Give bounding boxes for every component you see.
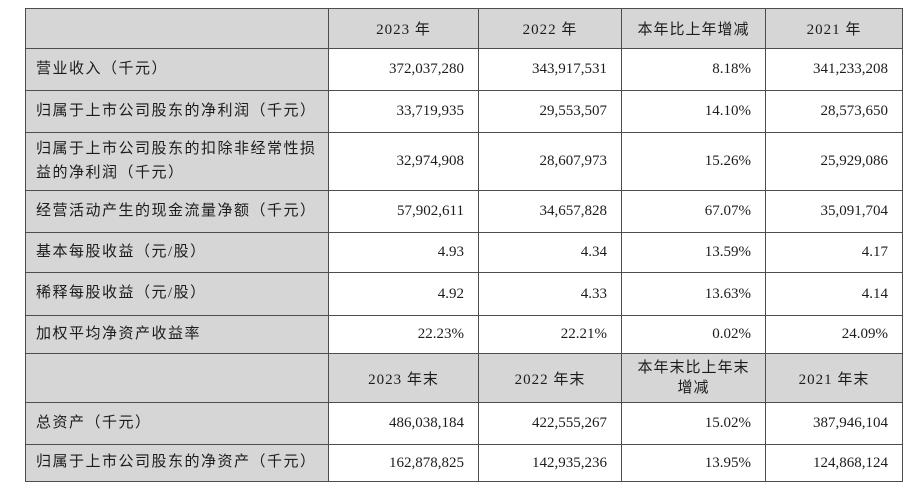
cell-value: 13.59% [621,232,766,273]
cell-value: 486,038,184 [328,402,479,445]
header-2022: 2022 年 [478,8,622,49]
header-empty-cell [25,353,329,403]
cell-value: 4.34 [478,232,622,273]
cell-value: 15.26% [621,132,766,191]
header-yoy-change: 本年比上年增减 [621,8,766,49]
cell-value: 15.02% [621,402,766,445]
table-row-net-profit-excl-nonrecurring: 归属于上市公司股东的扣除非经常性损益的净利润（千元） 32,974,908 28… [25,132,903,191]
cell-value: 35,091,704 [765,190,903,233]
header-2021-year-end: 2021 年末 [765,353,903,403]
row-label: 营业收入（千元） [25,48,329,91]
table-row-weighted-avg-roe: 加权平均净资产收益率 22.23% 22.21% 0.02% 24.09% [25,315,903,354]
cell-value: 24.09% [765,315,903,354]
cropped-text-remnant: ·· ˙· [98,0,134,4]
cell-value: 28,573,650 [765,90,903,133]
cell-value: 67.07% [621,190,766,233]
financial-summary-table: 2023 年 2022 年 本年比上年增减 2021 年 营业收入（千元） 37… [25,8,903,482]
row-label: 归属于上市公司股东的净利润（千元） [25,90,329,133]
cell-value: 4.92 [328,272,479,316]
cell-value: 13.95% [621,444,766,482]
cell-value: 25,929,086 [765,132,903,191]
table-row-total-assets: 总资产（千元） 486,038,184 422,555,267 15.02% 3… [25,402,903,445]
row-label: 稀释每股收益（元/股） [25,272,329,316]
row-label: 加权平均净资产收益率 [25,315,329,354]
table-row-operating-cash-flow: 经营活动产生的现金流量净额（千元） 57,902,611 34,657,828 … [25,190,903,233]
header-year-end-change: 本年末比上年末增减 [621,353,766,403]
cell-value: 4.17 [765,232,903,273]
cell-value: 8.18% [621,48,766,91]
row-label: 归属于上市公司股东的净资产（千元） [25,444,329,482]
cell-value: 142,935,236 [478,444,622,482]
header-empty-cell [25,8,329,49]
header-2023: 2023 年 [328,8,479,49]
cell-value: 4.93 [328,232,479,273]
table-row-net-profit: 归属于上市公司股东的净利润（千元） 33,719,935 29,553,507 … [25,90,903,133]
row-label: 总资产（千元） [25,402,329,445]
cell-value: 387,946,104 [765,402,903,445]
cell-value: 22.23% [328,315,479,354]
cell-value: 162,878,825 [328,444,479,482]
cell-value: 124,868,124 [765,444,903,482]
row-label: 归属于上市公司股东的扣除非经常性损益的净利润（千元） [25,132,329,191]
header-2021: 2021 年 [765,8,903,49]
header-2023-year-end: 2023 年末 [328,353,479,403]
table-row-revenue: 营业收入（千元） 372,037,280 343,917,531 8.18% 3… [25,48,903,91]
cell-value: 372,037,280 [328,48,479,91]
row-label: 经营活动产生的现金流量净额（千元） [25,190,329,233]
table-row-net-assets-attributable: 归属于上市公司股东的净资产（千元） 162,878,825 142,935,23… [25,444,903,482]
cell-value: 22.21% [478,315,622,354]
cell-value: 29,553,507 [478,90,622,133]
header-row-year-end: 2023 年末 2022 年末 本年末比上年末增减 2021 年末 [25,353,903,403]
cell-value: 34,657,828 [478,190,622,233]
cell-value: 343,917,531 [478,48,622,91]
cell-value: 33,719,935 [328,90,479,133]
header-row-annual: 2023 年 2022 年 本年比上年增减 2021 年 [25,8,903,49]
header-2022-year-end: 2022 年末 [478,353,622,403]
cell-value: 57,902,611 [328,190,479,233]
cell-value: 13.63% [621,272,766,316]
cell-value: 32,974,908 [328,132,479,191]
cell-value: 28,607,973 [478,132,622,191]
cell-value: 0.02% [621,315,766,354]
cell-value: 422,555,267 [478,402,622,445]
cell-value: 341,233,208 [765,48,903,91]
table-row-basic-eps: 基本每股收益（元/股） 4.93 4.34 13.59% 4.17 [25,232,903,273]
row-label: 基本每股收益（元/股） [25,232,329,273]
cell-value: 14.10% [621,90,766,133]
cell-value: 4.33 [478,272,622,316]
cell-value: 4.14 [765,272,903,316]
table-row-diluted-eps: 稀释每股收益（元/股） 4.92 4.33 13.63% 4.14 [25,272,903,316]
